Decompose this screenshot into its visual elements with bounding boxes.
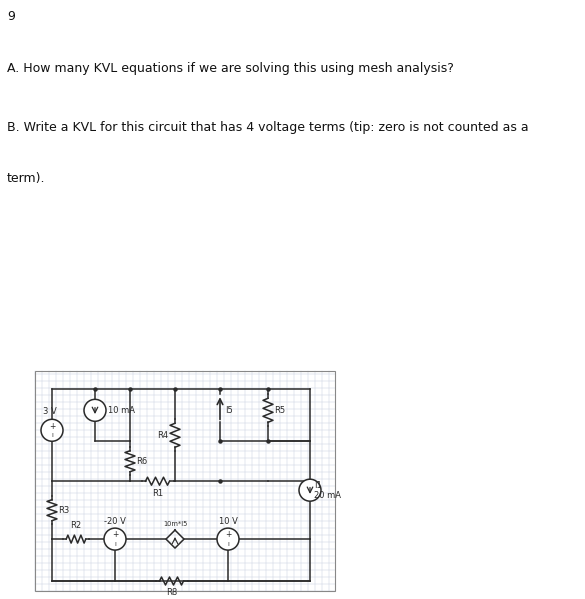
Circle shape (84, 400, 106, 421)
Text: I: I (227, 541, 229, 546)
Text: 9: 9 (7, 10, 15, 23)
Text: R5: R5 (274, 406, 285, 415)
Text: 3 V: 3 V (43, 407, 57, 416)
Text: I: I (114, 541, 116, 546)
Text: 10m*I5: 10m*I5 (163, 521, 187, 527)
Text: R1: R1 (152, 489, 163, 498)
Text: R2: R2 (70, 521, 81, 530)
Text: R4: R4 (157, 431, 168, 440)
Text: term).: term). (7, 173, 46, 185)
Text: +: + (112, 531, 118, 540)
Text: +: + (225, 531, 231, 540)
Text: R8: R8 (166, 588, 177, 597)
Text: 10 mA: 10 mA (108, 406, 135, 415)
Circle shape (217, 528, 239, 550)
Text: +: + (49, 422, 55, 431)
Bar (35, 371, 335, 591)
Text: I: I (51, 432, 53, 438)
Circle shape (41, 419, 63, 441)
Text: A. How many KVL equations if we are solving this using mesh analysis?: A. How many KVL equations if we are solv… (7, 62, 454, 75)
Text: R6: R6 (136, 456, 147, 466)
Text: R3: R3 (58, 506, 69, 515)
Text: I1: I1 (314, 480, 322, 490)
Text: I5: I5 (225, 406, 233, 415)
Circle shape (299, 479, 321, 501)
Text: 20 mA: 20 mA (314, 491, 341, 500)
Text: -20 V: -20 V (104, 517, 126, 526)
Text: B. Write a KVL for this circuit that has 4 voltage terms (tip: zero is not count: B. Write a KVL for this circuit that has… (7, 120, 529, 134)
Text: 10 V: 10 V (219, 517, 238, 526)
Circle shape (104, 528, 126, 550)
